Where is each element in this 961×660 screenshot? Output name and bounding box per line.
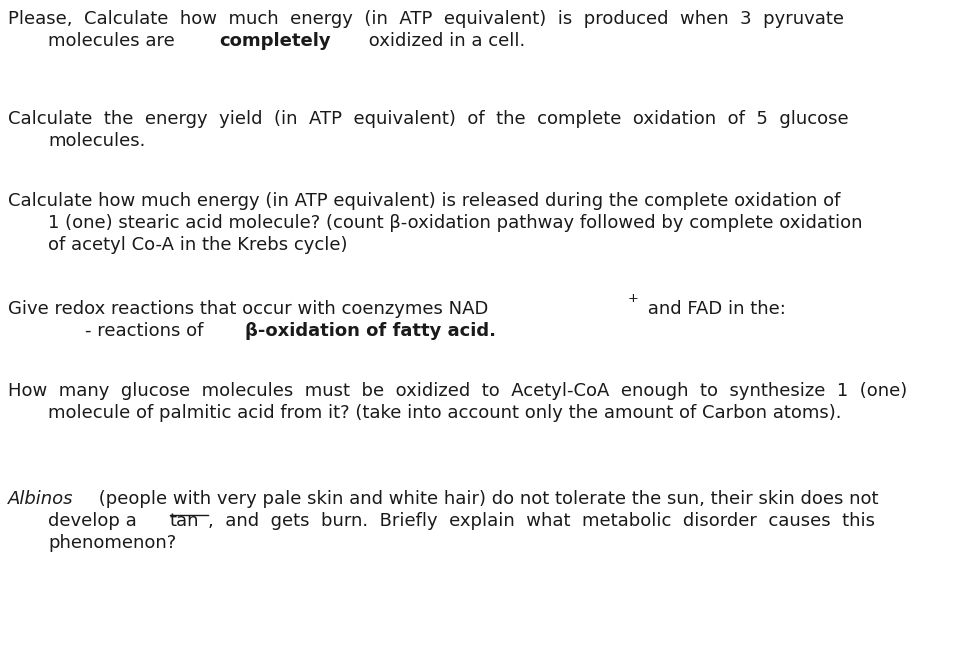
Text: molecules are: molecules are	[48, 32, 181, 50]
Text: ,  and  gets  burn.  Briefly  explain  what  metabolic  disorder  causes  this: , and gets burn. Briefly explain what me…	[208, 512, 875, 530]
Text: How  many  glucose  molecules  must  be  oxidized  to  Acetyl-CoA  enough  to  s: How many glucose molecules must be oxidi…	[8, 382, 907, 400]
Text: phenomenon?: phenomenon?	[48, 534, 176, 552]
Text: and FAD in the:: and FAD in the:	[642, 300, 786, 318]
Text: Calculate  the  energy  yield  (in  ATP  equivalent)  of  the  complete  oxidati: Calculate the energy yield (in ATP equiv…	[8, 110, 849, 128]
Text: (people with very pale skin and white hair) do not tolerate the sun, their skin : (people with very pale skin and white ha…	[92, 490, 878, 508]
Text: completely: completely	[219, 32, 331, 50]
Text: oxidized in a cell.: oxidized in a cell.	[363, 32, 526, 50]
Text: molecules.: molecules.	[48, 132, 145, 150]
Text: Albinos: Albinos	[8, 490, 73, 508]
Text: of acetyl Co-A in the Krebs cycle): of acetyl Co-A in the Krebs cycle)	[48, 236, 348, 254]
Text: β-oxidation of fatty acid.: β-oxidation of fatty acid.	[245, 322, 496, 340]
Text: molecule of palmitic acid from it? (take into account only the amount of Carbon : molecule of palmitic acid from it? (take…	[48, 404, 842, 422]
Text: develop a: develop a	[48, 512, 142, 530]
Text: - reactions of: - reactions of	[85, 322, 209, 340]
Text: +: +	[628, 292, 639, 305]
Text: 1 (one) stearic acid molecule? (count β-oxidation pathway followed by complete o: 1 (one) stearic acid molecule? (count β-…	[48, 214, 863, 232]
Text: Give redox reactions that occur with coenzymes NAD: Give redox reactions that occur with coe…	[8, 300, 488, 318]
Text: Calculate how much energy (in ATP equivalent) is released during the complete ox: Calculate how much energy (in ATP equiva…	[8, 192, 840, 210]
Text: tan: tan	[170, 512, 200, 530]
Text: Please,  Calculate  how  much  energy  (in  ATP  equivalent)  is  produced  when: Please, Calculate how much energy (in AT…	[8, 10, 844, 28]
